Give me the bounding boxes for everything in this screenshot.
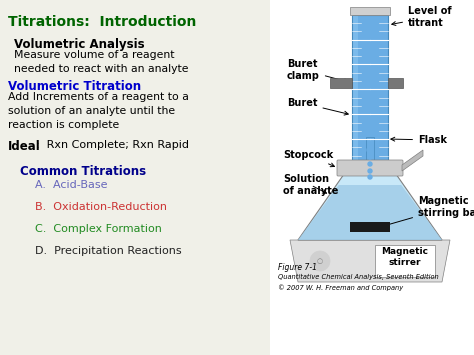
- Text: Magnetic
stirring bar: Magnetic stirring bar: [384, 196, 474, 227]
- Text: Common Titrations: Common Titrations: [20, 165, 146, 178]
- Text: Add Increments of a reagent to a
solution of an analyte until the
reaction is co: Add Increments of a reagent to a solutio…: [8, 92, 189, 130]
- FancyBboxPatch shape: [330, 78, 352, 88]
- Circle shape: [367, 147, 373, 153]
- Text: Stopcock: Stopcock: [283, 150, 335, 167]
- Circle shape: [368, 162, 372, 166]
- Text: Flask: Flask: [391, 135, 447, 145]
- Polygon shape: [298, 185, 442, 240]
- Text: Buret: Buret: [287, 98, 348, 115]
- Polygon shape: [290, 240, 450, 282]
- FancyBboxPatch shape: [361, 132, 379, 159]
- Text: Buret
clamp: Buret clamp: [287, 59, 348, 83]
- Text: C.  Complex Formation: C. Complex Formation: [35, 224, 162, 234]
- FancyBboxPatch shape: [375, 245, 435, 277]
- FancyBboxPatch shape: [353, 16, 358, 171]
- Circle shape: [368, 175, 372, 179]
- FancyBboxPatch shape: [352, 15, 388, 172]
- Text: Quantitative Chemical Analysis, Seventh Edition: Quantitative Chemical Analysis, Seventh …: [278, 274, 439, 280]
- Text: Ideal: Ideal: [8, 140, 41, 153]
- FancyBboxPatch shape: [350, 222, 390, 232]
- Text: Figure 7-1: Figure 7-1: [278, 263, 317, 272]
- Text: Volumetric Titration: Volumetric Titration: [8, 80, 141, 93]
- FancyBboxPatch shape: [270, 0, 474, 355]
- Text: :  Rxn Complete; Rxn Rapid: : Rxn Complete; Rxn Rapid: [36, 140, 189, 150]
- Polygon shape: [402, 150, 423, 171]
- Text: Titrations:  Introduction: Titrations: Introduction: [8, 15, 196, 29]
- FancyBboxPatch shape: [337, 160, 403, 176]
- Text: ○: ○: [317, 258, 323, 264]
- FancyBboxPatch shape: [388, 78, 403, 88]
- Text: D.  Precipitation Reactions: D. Precipitation Reactions: [35, 246, 182, 256]
- Text: Volumetric Analysis: Volumetric Analysis: [14, 38, 145, 51]
- Circle shape: [310, 251, 330, 271]
- Text: Measure volume of a reagent
needed to react with an analyte: Measure volume of a reagent needed to re…: [14, 50, 189, 74]
- Text: Level of
titrant: Level of titrant: [392, 6, 452, 28]
- FancyBboxPatch shape: [350, 7, 390, 15]
- Text: B.  Oxidation-Reduction: B. Oxidation-Reduction: [35, 202, 167, 212]
- FancyBboxPatch shape: [366, 137, 374, 175]
- Text: Magnetic
stirrer: Magnetic stirrer: [382, 247, 428, 267]
- Polygon shape: [298, 154, 442, 240]
- Text: Solution
of analyte: Solution of analyte: [283, 174, 338, 196]
- Circle shape: [368, 169, 372, 173]
- Text: A.  Acid-Base: A. Acid-Base: [35, 180, 108, 190]
- Text: © 2007 W. H. Freeman and Company: © 2007 W. H. Freeman and Company: [278, 284, 403, 291]
- Circle shape: [368, 155, 372, 159]
